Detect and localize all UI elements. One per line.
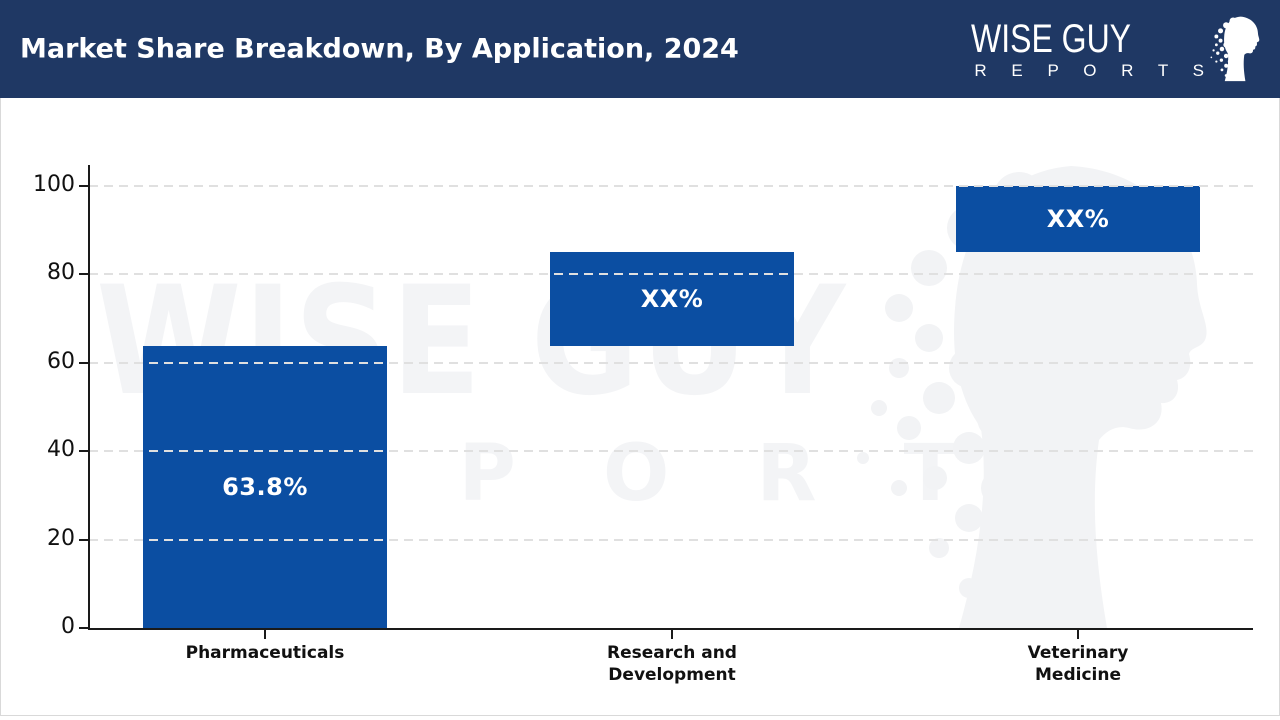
bar-veterinary-medicine: XX%	[956, 186, 1200, 253]
bar-value-label-veterinary-medicine: XX%	[1046, 205, 1110, 234]
y-axis-line	[88, 165, 90, 628]
bar-pharmaceuticals: 63.8%	[143, 346, 387, 628]
chart-area: WISE GUY R E P O R T S 63.8% XX% XX% 0 20 40 6…	[0, 98, 1280, 716]
ytick-mark-20	[79, 538, 89, 541]
wise-guy-logo: WISE GUY R E P O R T S	[971, 6, 1268, 92]
ytick-label-100: 100	[33, 172, 75, 197]
gridline-60	[89, 361, 1253, 364]
ytick-mark-100	[79, 185, 89, 187]
ytick-label-0: 0	[61, 614, 75, 639]
xtick-mark-veterinary-medicine	[1077, 630, 1079, 639]
ytick-mark-0	[79, 627, 89, 629]
gridline-40	[89, 450, 1253, 453]
logo-text: WISE GUY R E P O R T S	[971, 18, 1214, 81]
bar-value-label-research-and-development: XX%	[640, 285, 704, 314]
gridline-100	[89, 185, 1253, 187]
header-bar: Market Share Breakdown, By Application, …	[0, 0, 1280, 98]
page-title: Market Share Breakdown, By Application, …	[20, 33, 739, 65]
gridline-80	[89, 273, 1253, 276]
bar-research-and-development: XX%	[550, 252, 794, 346]
gridline-20	[89, 538, 1253, 541]
ytick-label-80: 80	[47, 260, 75, 286]
logo-wordmark: WISE GUY	[971, 16, 1132, 61]
ytick-mark-60	[79, 361, 89, 364]
x-axis-line	[88, 628, 1253, 630]
dotted-face-icon	[1210, 16, 1260, 82]
ytick-mark-80	[79, 273, 89, 276]
logo-reports-label: R E P O R T S	[974, 60, 1214, 80]
category-label-research-and-development: Research and Development	[607, 643, 737, 685]
ytick-label-60: 60	[47, 348, 75, 374]
category-label-veterinary-medicine: Veterinary Medicine	[1027, 643, 1129, 685]
bar-value-label-pharmaceuticals: 63.8%	[222, 472, 308, 501]
ytick-mark-40	[79, 450, 89, 453]
category-label-pharmaceuticals: Pharmaceuticals	[185, 643, 345, 663]
xtick-mark-research-and-development	[671, 630, 673, 639]
ytick-label-40: 40	[47, 437, 75, 463]
xtick-mark-pharmaceuticals	[264, 630, 266, 639]
ytick-label-20: 20	[47, 525, 75, 551]
